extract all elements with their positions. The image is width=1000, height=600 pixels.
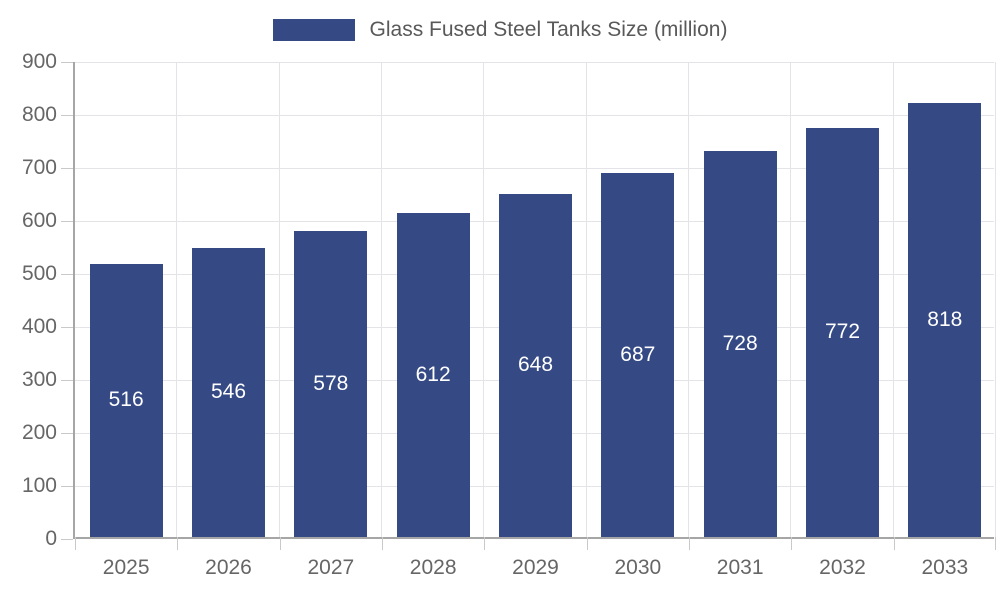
gridline-vertical <box>278 62 280 537</box>
x-axis-tick <box>689 537 690 550</box>
y-axis-tick <box>61 221 73 222</box>
y-axis-tick <box>61 62 73 63</box>
y-axis-tick-label: 400 <box>21 315 57 338</box>
gridline-horizontal <box>75 62 994 63</box>
gridline-horizontal <box>75 168 994 169</box>
x-axis-tick <box>75 537 76 550</box>
x-axis-tick <box>893 537 895 550</box>
x-axis-tick-label: 2026 <box>205 556 252 579</box>
y-axis-tick-label: 200 <box>21 421 57 444</box>
bar: 648 <box>499 193 572 537</box>
chart-legend: Glass Fused Steel Tanks Size (million) <box>0 18 1000 42</box>
y-axis-tick <box>61 486 73 487</box>
y-axis-tick <box>61 327 73 328</box>
plot-area: 0 100 200 300 400 500 600 700 800 900 2025 516 2026 5… <box>22 50 996 579</box>
gridline-vertical <box>790 62 792 537</box>
x-axis-tick <box>484 537 486 550</box>
x-axis-tick <box>177 537 179 550</box>
x-axis-tick <box>382 537 383 550</box>
x-axis-tick-label: 2033 <box>921 556 969 579</box>
gridline-vertical <box>483 62 485 537</box>
bar-value-label: 728 <box>722 332 758 356</box>
bar: 818 <box>908 103 982 537</box>
legend-label: Glass Fused Steel Tanks Size (million) <box>369 18 728 41</box>
y-axis-tick-label: 500 <box>21 262 57 285</box>
bar: 578 <box>294 230 368 537</box>
gridline-vertical <box>995 62 996 537</box>
y-axis-tick-label: 700 <box>21 156 57 179</box>
gridline-vertical <box>688 62 689 537</box>
bar-value-label: 648 <box>517 353 554 377</box>
x-axis-tick <box>995 537 996 550</box>
bar-value-label: 578 <box>313 371 349 395</box>
bar-value-label: 546 <box>210 380 247 404</box>
x-axis-tick-label: 2027 <box>307 556 355 579</box>
bar-value-label: 818 <box>927 308 963 332</box>
bar-value-label: 612 <box>415 362 451 386</box>
y-axis-tick-label: 900 <box>21 50 57 73</box>
x-axis-tick <box>586 537 588 550</box>
gridline-vertical <box>176 62 178 537</box>
gridline-vertical <box>381 62 382 537</box>
y-axis-tick-label: 600 <box>21 209 57 232</box>
bar: 612 <box>396 212 470 537</box>
bar: 772 <box>806 127 879 537</box>
bar-value-label: 516 <box>108 388 144 412</box>
x-axis-tick <box>279 537 281 550</box>
y-axis-tick <box>61 380 73 381</box>
x-axis-tick-label: 2025 <box>102 556 150 579</box>
x-axis-tick-label: 2029 <box>512 556 559 579</box>
y-axis-tick-label: 100 <box>21 474 57 497</box>
y-axis-tick <box>61 539 73 540</box>
y-axis-tick <box>61 168 73 169</box>
y-axis-tick-label: 800 <box>21 103 57 126</box>
gridline-vertical <box>892 62 894 537</box>
legend-swatch <box>272 19 355 41</box>
bar-value-label: 772 <box>824 320 861 344</box>
x-axis-tick-label: 2032 <box>819 556 866 579</box>
gridline-horizontal <box>75 115 994 116</box>
y-axis-tick <box>61 115 73 116</box>
y-axis-tick <box>61 274 73 275</box>
y-axis-tick <box>61 433 73 434</box>
gridline-vertical <box>585 62 587 537</box>
bar: 728 <box>703 151 777 537</box>
y-axis-tick-label: 0 <box>45 527 57 550</box>
x-axis-tick-label: 2031 <box>716 556 764 579</box>
bar: 516 <box>89 263 163 537</box>
bar: 687 <box>601 172 675 537</box>
x-axis-tick <box>791 537 793 550</box>
y-axis-tick-label: 300 <box>21 368 57 391</box>
bar: 546 <box>192 247 265 537</box>
bar-value-label: 687 <box>620 342 656 366</box>
x-axis-tick-label: 2030 <box>614 556 662 579</box>
x-axis-tick-label: 2028 <box>409 556 457 579</box>
